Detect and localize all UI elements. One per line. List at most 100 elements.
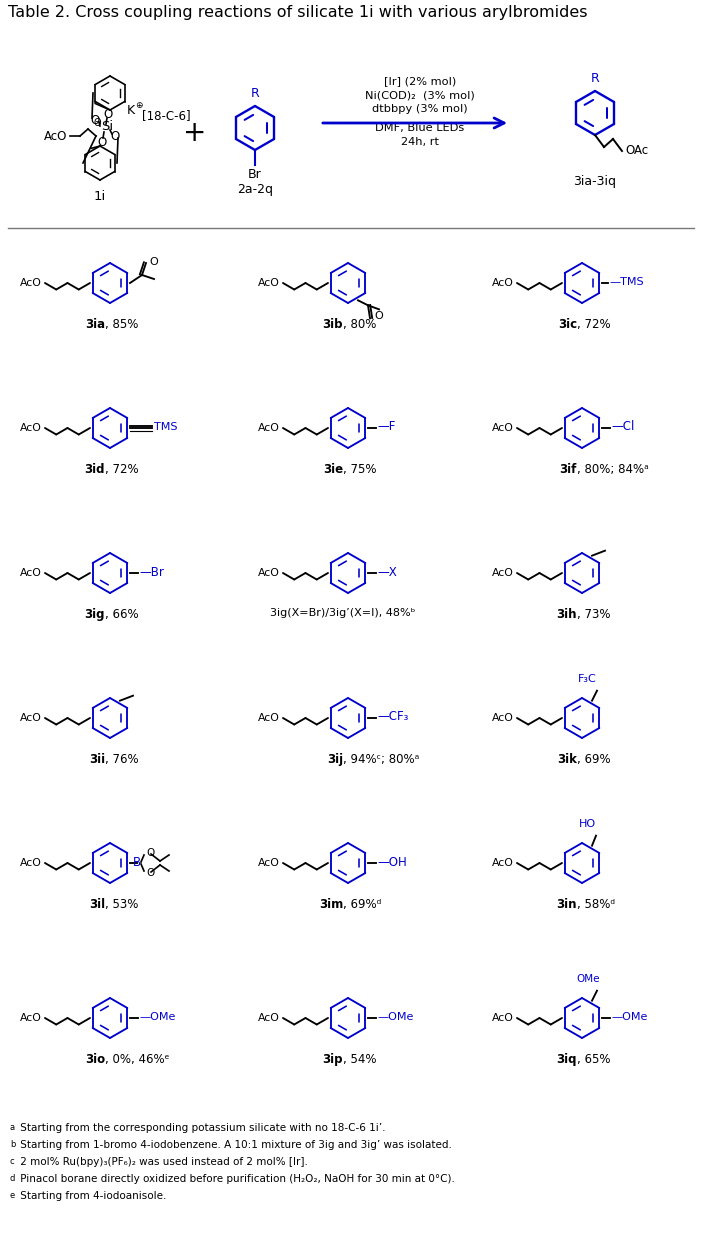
Text: 3io: 3io [85, 1053, 105, 1066]
Text: 3ii: 3ii [89, 753, 105, 766]
Text: , 69%: , 69% [577, 753, 611, 766]
Text: O: O [91, 114, 100, 126]
Text: b: b [10, 1139, 15, 1149]
Text: AcO: AcO [20, 278, 42, 288]
Text: 3ib: 3ib [322, 318, 343, 331]
Text: O: O [146, 869, 154, 879]
Text: DMF, Blue LEDs: DMF, Blue LEDs [376, 124, 465, 134]
Text: F₃C: F₃C [578, 674, 597, 684]
Text: R: R [590, 72, 600, 85]
Text: —X: —X [377, 565, 397, 579]
Text: Starting from 4-iodoanisole.: Starting from 4-iodoanisole. [17, 1191, 166, 1201]
Text: AcO: AcO [44, 130, 67, 142]
Text: AcO: AcO [20, 1013, 42, 1023]
Text: 3if: 3if [559, 463, 577, 475]
Text: , 80%: , 80% [343, 318, 376, 331]
Text: 3il: 3il [89, 899, 105, 911]
Text: AcO: AcO [20, 423, 42, 433]
Text: AcO: AcO [258, 859, 280, 869]
Text: 3ik: 3ik [557, 753, 577, 766]
Text: , 58%ᵈ: , 58%ᵈ [577, 899, 615, 911]
Text: —OH: —OH [377, 855, 406, 869]
Text: 3ie: 3ie [323, 463, 343, 475]
Text: TMS: TMS [154, 422, 178, 432]
Text: , 54%: , 54% [343, 1053, 376, 1066]
Text: AcO: AcO [492, 568, 514, 578]
Text: O: O [149, 257, 158, 267]
Text: dtbbpy (3% mol): dtbbpy (3% mol) [372, 104, 468, 114]
Text: a: a [10, 1123, 15, 1132]
Text: d: d [10, 1174, 15, 1183]
Text: O: O [98, 136, 107, 149]
Text: —F: —F [377, 421, 395, 433]
Text: AcO: AcO [258, 713, 280, 723]
Text: , 0%, 46%ᵉ: , 0%, 46%ᵉ [105, 1053, 169, 1066]
Text: —Br: —Br [139, 565, 164, 579]
Text: O: O [103, 107, 112, 121]
Text: AcO: AcO [20, 859, 42, 869]
Text: 2a-2q: 2a-2q [237, 183, 273, 196]
Text: AcO: AcO [258, 423, 280, 433]
Text: —Cl: —Cl [611, 421, 635, 433]
Text: AcO: AcO [20, 713, 42, 723]
Text: AcO: AcO [20, 568, 42, 578]
Text: , 85%: , 85% [105, 318, 138, 331]
Text: , 94%ᶜ; 80%ᵃ: , 94%ᶜ; 80%ᵃ [343, 753, 419, 766]
Text: ⊕: ⊕ [135, 101, 143, 111]
Text: AcO: AcO [492, 713, 514, 723]
Text: AcO: AcO [258, 278, 280, 288]
Text: 24h, rt: 24h, rt [401, 137, 439, 147]
Text: AcO: AcO [492, 423, 514, 433]
Text: O: O [374, 311, 383, 321]
Text: e: e [10, 1191, 15, 1201]
Text: AcO: AcO [258, 1013, 280, 1023]
Text: , 66%: , 66% [105, 608, 138, 622]
Text: , 72%: , 72% [577, 318, 611, 331]
Text: —OMe: —OMe [139, 1012, 176, 1022]
Text: +: + [183, 119, 206, 147]
Text: 3im: 3im [319, 899, 343, 911]
Text: Pinacol borane directly oxidized before purification (H₂O₂, NaOH for 30 min at 0: Pinacol borane directly oxidized before … [17, 1174, 455, 1184]
Text: OAc: OAc [625, 145, 648, 157]
Text: Starting from the corresponding potassium silicate with no 18-C-6 1i’.: Starting from the corresponding potassiu… [17, 1123, 385, 1133]
Text: —TMS: —TMS [609, 277, 644, 287]
Text: 2 mol% Ru(bpy)₃(PF₆)₂ was used instead of 2 mol% [Ir].: 2 mol% Ru(bpy)₃(PF₆)₂ was used instead o… [17, 1157, 308, 1167]
Text: Starting from 1-bromo 4-iodobenzene. A 10:1 mixture of 3ig and 3ig’ was isolated: Starting from 1-bromo 4-iodobenzene. A 1… [17, 1139, 452, 1149]
Text: 3iq: 3iq [557, 1053, 577, 1066]
Text: 3ih: 3ih [557, 608, 577, 622]
Text: K: K [127, 104, 135, 116]
Text: Θ: Θ [93, 119, 101, 129]
Text: 1i: 1i [94, 190, 106, 203]
Text: 3ic: 3ic [558, 318, 577, 331]
Text: Br: Br [248, 168, 262, 181]
Text: , 69%ᵈ: , 69%ᵈ [343, 899, 381, 911]
Text: Table 2. Cross coupling reactions of silicate 1i with various arylbromides: Table 2. Cross coupling reactions of sil… [8, 5, 588, 20]
Text: Si: Si [101, 121, 113, 134]
Text: [18-C-6]: [18-C-6] [142, 110, 191, 122]
Text: , 65%: , 65% [577, 1053, 611, 1066]
Text: 3ia-3iq: 3ia-3iq [574, 175, 616, 188]
Text: —OMe: —OMe [377, 1012, 413, 1022]
Text: 3in: 3in [557, 899, 577, 911]
Text: , 76%: , 76% [105, 753, 138, 766]
Text: O: O [110, 130, 119, 142]
Text: Ni(COD)₂  (3% mol): Ni(COD)₂ (3% mol) [365, 90, 475, 100]
Text: AcO: AcO [492, 1013, 514, 1023]
Text: OMe: OMe [576, 973, 600, 983]
Text: 3ip: 3ip [322, 1053, 343, 1066]
Text: c: c [10, 1157, 15, 1166]
Text: B: B [133, 855, 141, 869]
Text: , 80%; 84%ᵃ: , 80%; 84%ᵃ [577, 463, 649, 475]
Text: , 53%: , 53% [105, 899, 138, 911]
Text: HO: HO [578, 819, 595, 829]
Text: —CF₃: —CF₃ [377, 710, 409, 724]
Text: AcO: AcO [492, 859, 514, 869]
Text: AcO: AcO [258, 568, 280, 578]
Text: 3id: 3id [84, 463, 105, 475]
Text: R: R [251, 87, 259, 100]
Text: O: O [146, 847, 154, 859]
Text: 3ig: 3ig [84, 608, 105, 622]
Text: 3ij: 3ij [327, 753, 343, 766]
Text: , 72%: , 72% [105, 463, 138, 475]
Text: 3ig(X=Br)/3ig’(X=I), 48%ᵇ: 3ig(X=Br)/3ig’(X=I), 48%ᵇ [270, 608, 416, 618]
